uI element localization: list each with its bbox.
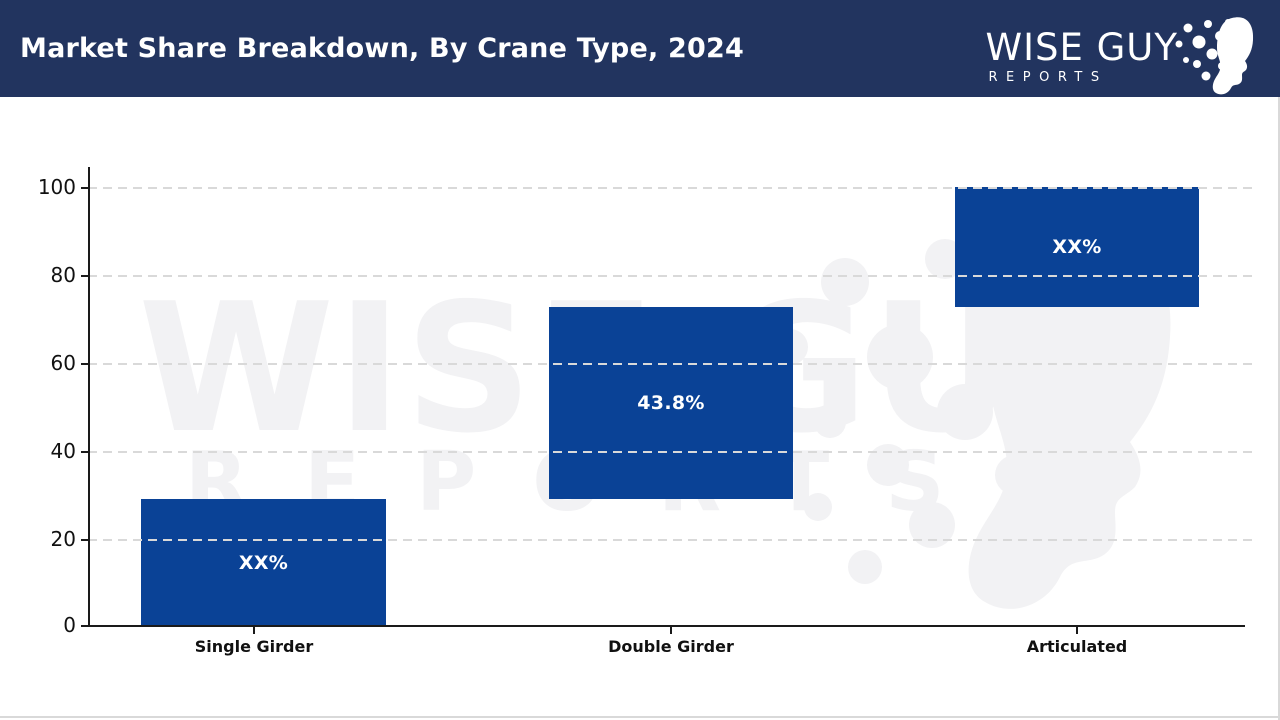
x-axis-line <box>88 625 1245 627</box>
gridline-80 <box>88 275 1253 277</box>
x-tick-label-articulated: Articulated <box>1026 637 1128 656</box>
y-tick-label-20: 20 <box>50 527 76 551</box>
y-tick-mark <box>81 275 89 277</box>
gridline-20 <box>88 539 1253 541</box>
bar-value-label: XX% <box>238 552 289 574</box>
y-tick-mark <box>81 187 89 189</box>
x-tick-label-double-girder: Double Girder <box>608 637 734 656</box>
y-tick-label-0: 0 <box>63 613 76 637</box>
gridline-40 <box>88 451 1253 453</box>
right-border-line <box>1278 97 1280 720</box>
page-title: Market Share Breakdown, By Crane Type, 2… <box>20 33 744 64</box>
x-tick-label-single-girder: Single Girder <box>194 637 314 656</box>
bar-value-label: 43.8% <box>637 392 705 414</box>
y-tick-label-40: 40 <box>50 439 76 463</box>
bar-single-girder: XX% <box>141 499 386 627</box>
bar-articulated: XX% <box>955 187 1199 307</box>
logo-wordmark: WISE GUY <box>985 26 1178 70</box>
chart-canvas: WISE GUY REPORTS XX% 43.8% XX% <box>0 97 1280 720</box>
wiseguy-logo: WISE GUY REPORTS <box>986 14 1254 100</box>
x-tick-mark <box>253 627 255 634</box>
wiseguy-logo-text: WISE GUY REPORTS <box>985 26 1178 85</box>
logo-subtitle: REPORTS <box>988 69 1108 85</box>
x-tick-mark <box>670 627 672 634</box>
bottom-border-line <box>0 716 1280 718</box>
x-tick-mark <box>1076 627 1078 634</box>
wiseguy-face-icon <box>1172 14 1254 100</box>
gridline-60 <box>88 363 1253 365</box>
bar-double-girder: 43.8% <box>549 307 793 499</box>
y-axis-line <box>88 167 90 627</box>
y-tick-mark <box>81 363 89 365</box>
y-tick-label-100: 100 <box>37 175 76 199</box>
header-bar: Market Share Breakdown, By Crane Type, 2… <box>0 0 1280 97</box>
bar-value-label: XX% <box>1052 236 1102 258</box>
gridline-100 <box>88 187 1253 189</box>
y-tick-label-60: 60 <box>50 351 76 375</box>
y-tick-mark <box>81 539 89 541</box>
y-tick-mark <box>81 625 89 627</box>
y-tick-mark <box>81 451 89 453</box>
y-tick-label-80: 80 <box>50 263 76 287</box>
